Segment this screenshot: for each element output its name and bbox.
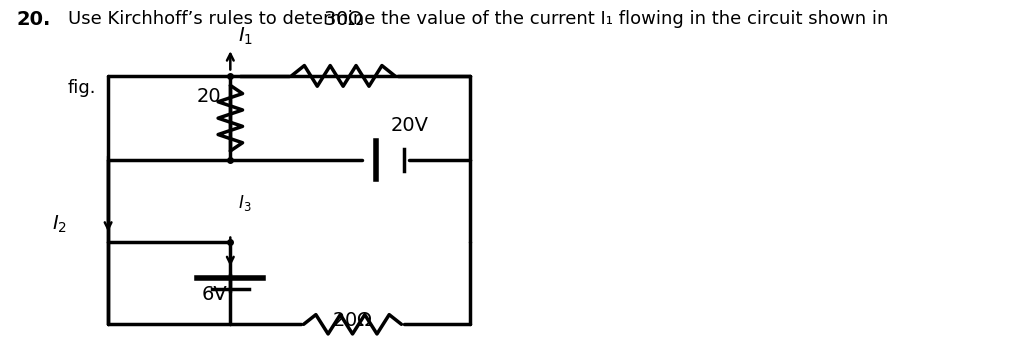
Text: 20: 20 — [197, 87, 221, 106]
Text: I$_2$: I$_2$ — [52, 214, 68, 235]
Text: 30$\Omega$: 30$\Omega$ — [323, 10, 364, 29]
Text: fig.: fig. — [68, 79, 96, 97]
Text: Use Kirchhoff’s rules to determine the value of the current I₁ flowing in the ci: Use Kirchhoff’s rules to determine the v… — [68, 10, 888, 28]
Text: I$_3$: I$_3$ — [238, 193, 252, 213]
Text: 6V: 6V — [202, 285, 227, 304]
Text: 20$\Omega$: 20$\Omega$ — [332, 310, 373, 329]
Text: 20.: 20. — [17, 10, 51, 29]
Text: I$_1$: I$_1$ — [238, 26, 253, 47]
Text: 20V: 20V — [390, 116, 428, 135]
